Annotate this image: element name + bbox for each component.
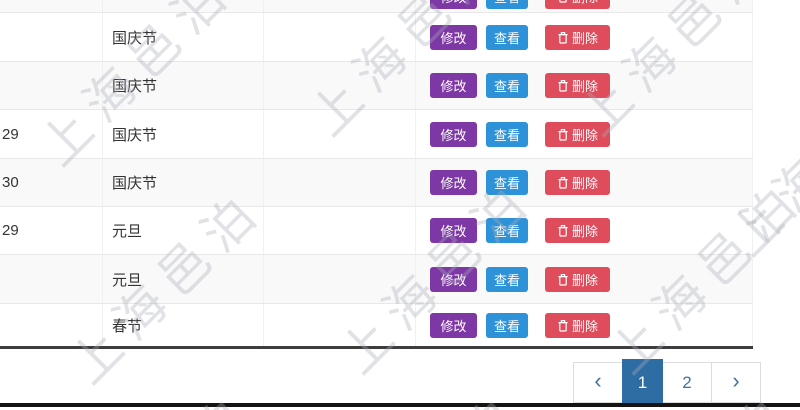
delete-button-label: 删除 [571, 79, 598, 94]
pagination: ‹ 1 2 › [573, 359, 761, 406]
delete-button[interactable]: 删除 [545, 0, 610, 9]
edit-button[interactable]: 修改 [430, 121, 477, 147]
cell-actions: 修改 查看 删除 [416, 207, 753, 254]
delete-button-label: 删除 [571, 127, 598, 143]
table-row: 国庆节 修改 查看 删除 [0, 13, 753, 62]
cell-actions: 修改 查看 删除 [416, 159, 753, 206]
delete-button[interactable]: 删除 [545, 24, 610, 50]
cell-actions: 修改 查看 删除 [416, 110, 753, 158]
pagination-prev[interactable]: ‹ [573, 362, 623, 403]
holiday-table: 修改 查看 删除 国庆节 修改 查看 删除 [0, 0, 753, 349]
cell-day [0, 0, 103, 12]
trash-icon [557, 224, 569, 237]
cell-holiday-name [103, 0, 264, 12]
cell-empty [264, 62, 416, 109]
cell-holiday-name: 国庆节 [103, 13, 264, 61]
view-button[interactable]: 查看 [486, 73, 528, 98]
trash-icon [557, 128, 569, 141]
cell-holiday-name: 春节 [103, 304, 264, 346]
cell-day [0, 13, 103, 61]
cell-actions: 修改 查看 删除 [416, 0, 753, 12]
edit-button[interactable]: 修改 [430, 266, 477, 292]
delete-button-label: 删除 [571, 272, 598, 288]
view-button[interactable]: 查看 [486, 170, 528, 195]
trash-icon [557, 319, 569, 332]
table-row: 元旦 修改 查看 删除 [0, 255, 753, 304]
delete-button[interactable]: 删除 [545, 266, 610, 292]
delete-button[interactable]: 删除 [545, 121, 610, 147]
cell-empty [264, 110, 416, 158]
delete-button-label: 删除 [571, 30, 598, 46]
trash-icon [557, 79, 569, 92]
pagination-page-2[interactable]: 2 [662, 362, 712, 403]
trash-icon [557, 0, 569, 3]
cell-day: 29 [0, 207, 103, 254]
delete-button-label: 删除 [572, 0, 598, 6]
view-button[interactable]: 查看 [486, 266, 528, 292]
cell-actions: 修改 查看 删除 [416, 304, 753, 346]
view-button[interactable]: 查看 [486, 218, 528, 243]
delete-button-label: 删除 [571, 318, 598, 334]
view-button[interactable]: 查看 [486, 312, 528, 338]
cell-holiday-name: 元旦 [103, 207, 264, 254]
cell-empty [264, 304, 416, 346]
view-button[interactable]: 查看 [486, 24, 528, 50]
cell-empty [264, 13, 416, 61]
edit-button[interactable]: 修改 [430, 170, 477, 195]
table-row: 国庆节 修改 查看 删除 [0, 62, 753, 110]
cell-holiday-name: 元旦 [103, 255, 264, 303]
table-row: 29 元旦 修改 查看 删除 [0, 207, 753, 255]
delete-button[interactable]: 删除 [545, 73, 610, 98]
delete-button-label: 删除 [571, 224, 598, 239]
cell-day: 29 [0, 110, 103, 158]
cell-holiday-name: 国庆节 [103, 62, 264, 109]
edit-button[interactable]: 修改 [430, 73, 477, 98]
cell-actions: 修改 查看 删除 [416, 62, 753, 109]
cell-holiday-name: 国庆节 [103, 159, 264, 206]
edit-button[interactable]: 修改 [430, 24, 477, 50]
delete-button[interactable]: 删除 [545, 312, 610, 338]
table-row: 修改 查看 删除 [0, 0, 753, 13]
pagination-page-1[interactable]: 1 [622, 359, 663, 406]
cell-actions: 修改 查看 删除 [416, 255, 753, 303]
cell-day [0, 62, 103, 109]
cell-empty [264, 0, 416, 12]
trash-icon [557, 176, 569, 189]
table-row: 29 国庆节 修改 查看 删除 [0, 110, 753, 159]
edit-button[interactable]: 修改 [430, 312, 477, 338]
trash-icon [557, 273, 569, 286]
cell-day [0, 304, 103, 346]
pagination-next[interactable]: › [711, 362, 761, 403]
cell-day [0, 255, 103, 303]
cell-empty [264, 207, 416, 254]
edit-button[interactable]: 修改 [430, 218, 477, 243]
cell-actions: 修改 查看 删除 [416, 13, 753, 61]
cell-empty [264, 255, 416, 303]
view-button[interactable]: 查看 [486, 0, 528, 9]
cell-holiday-name: 国庆节 [103, 110, 264, 158]
window-bottom-edge [0, 403, 800, 407]
view-button[interactable]: 查看 [486, 121, 528, 147]
delete-button[interactable]: 删除 [545, 218, 610, 243]
cell-empty [264, 159, 416, 206]
table-row: 春节 修改 查看 删除 [0, 304, 753, 346]
trash-icon [557, 31, 569, 44]
delete-button[interactable]: 删除 [545, 170, 610, 195]
edit-button[interactable]: 修改 [430, 0, 477, 9]
table-row: 30 国庆节 修改 查看 删除 [0, 159, 753, 207]
cell-day: 30 [0, 159, 103, 206]
delete-button-label: 删除 [571, 176, 598, 191]
